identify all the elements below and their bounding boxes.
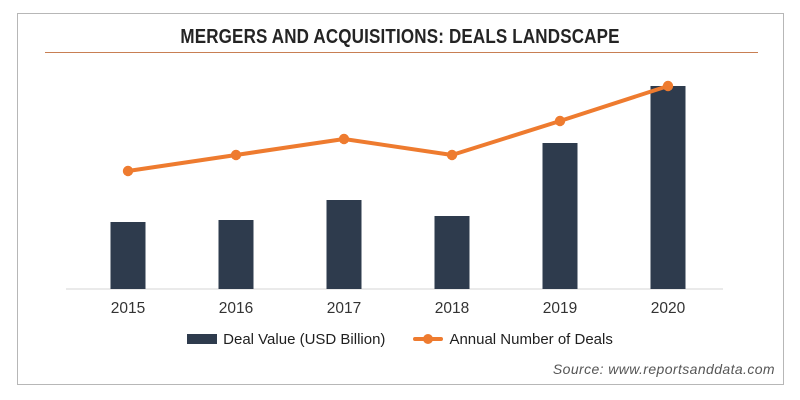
line-marker-2018	[446, 149, 458, 161]
line-marker-2016	[230, 149, 242, 161]
line-series-path	[126, 84, 670, 173]
line-marker-2019	[554, 115, 566, 127]
line-marker-dot-icon	[423, 334, 434, 344]
title-divider	[45, 52, 758, 53]
x-tick-label-2018: 2018	[435, 300, 469, 317]
line-marker-2015	[122, 165, 134, 177]
bar-2020	[650, 86, 686, 289]
bar-2019	[542, 143, 578, 289]
legend-label-deal-value: Deal Value (USD Billion)	[223, 330, 386, 348]
x-tick-label-2019: 2019	[543, 300, 577, 317]
x-tick-label-2016: 2016	[219, 300, 253, 317]
legend-item-annual-deals: Annual Number of Deals	[413, 330, 613, 348]
chart-title: MERGERS AND ACQUISITIONS: DEALS LANDSCAP…	[180, 26, 620, 48]
line-marker-2020	[662, 80, 674, 92]
bar-2016	[218, 220, 254, 289]
line-series-swatch-icon	[413, 334, 444, 344]
bar-2018	[434, 216, 470, 289]
source-attribution: Source: www.reportsanddata.com	[552, 361, 775, 377]
bar-series-swatch-icon	[187, 334, 218, 344]
legend-item-deal-value: Deal Value (USD Billion)	[187, 331, 385, 348]
x-tick-label-2015: 2015	[111, 300, 145, 317]
legend-label-annual-deals: Annual Number of Deals	[449, 330, 613, 348]
x-tick-label-2017: 2017	[327, 300, 361, 317]
line-marker-2017	[338, 133, 350, 145]
bar-2017	[326, 200, 362, 289]
legend: Deal Value (USD Billion) Annual Number o…	[0, 329, 800, 349]
x-tick-label-2020: 2020	[651, 300, 686, 317]
bar-2015	[110, 222, 146, 289]
